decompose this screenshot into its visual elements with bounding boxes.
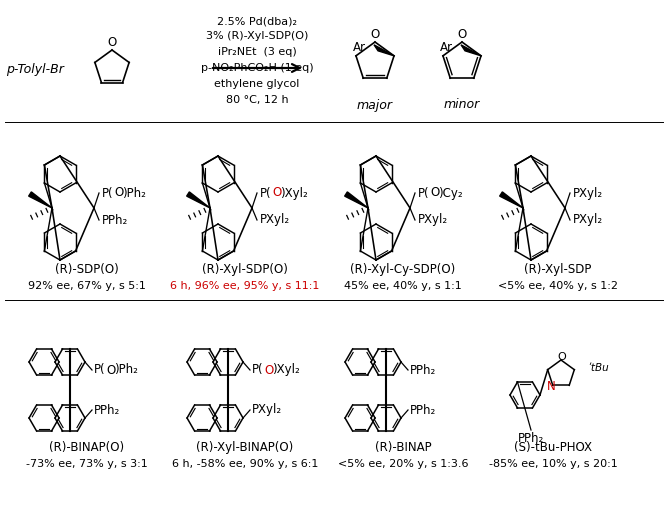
Text: P(: P( xyxy=(94,363,106,376)
Text: O: O xyxy=(558,352,566,362)
Text: PXyl₂: PXyl₂ xyxy=(573,213,603,227)
Text: O: O xyxy=(430,187,440,199)
Text: -73% ee, 73% y, s 3:1: -73% ee, 73% y, s 3:1 xyxy=(26,459,148,469)
Text: p-Tolyl-Br: p-Tolyl-Br xyxy=(6,64,64,77)
Text: N: N xyxy=(546,380,555,393)
Text: )Xyl₂: )Xyl₂ xyxy=(272,363,300,376)
Text: P(: P( xyxy=(260,187,272,199)
Text: Ar: Ar xyxy=(353,41,366,54)
Text: O: O xyxy=(108,36,117,49)
Text: PPh₂: PPh₂ xyxy=(94,403,120,416)
Text: Ar: Ar xyxy=(440,41,453,54)
Text: 2.5% Pd(dba)₂: 2.5% Pd(dba)₂ xyxy=(217,17,297,27)
Text: (R)-BINAP: (R)-BINAP xyxy=(375,442,432,454)
Text: 6 h, -58% ee, 90% y, s 6:1: 6 h, -58% ee, 90% y, s 6:1 xyxy=(172,459,318,469)
Text: <5% ee, 20% y, s 1:3.6: <5% ee, 20% y, s 1:3.6 xyxy=(338,459,468,469)
Polygon shape xyxy=(461,45,481,56)
Text: O: O xyxy=(272,187,281,199)
Text: (S)-tBu-PHOX: (S)-tBu-PHOX xyxy=(514,442,592,454)
Text: <5% ee, 40% y, s 1:2: <5% ee, 40% y, s 1:2 xyxy=(498,281,618,291)
Polygon shape xyxy=(500,192,523,208)
Text: O: O xyxy=(114,187,124,199)
Text: PPh₂: PPh₂ xyxy=(410,363,436,376)
Polygon shape xyxy=(374,45,394,56)
Polygon shape xyxy=(186,192,210,208)
Text: (R)-Xyl-BINAP(O): (R)-Xyl-BINAP(O) xyxy=(196,442,294,454)
Text: ethylene glycol: ethylene glycol xyxy=(214,79,300,89)
Text: 3% (R)-Xyl-SDP(O): 3% (R)-Xyl-SDP(O) xyxy=(206,31,308,41)
Text: (R)-Xyl-Cy-SDP(O): (R)-Xyl-Cy-SDP(O) xyxy=(351,264,456,277)
Text: P(: P( xyxy=(418,187,430,199)
Text: )Ph₂: )Ph₂ xyxy=(122,187,146,199)
Text: (R)-SDP(O): (R)-SDP(O) xyxy=(55,264,119,277)
Text: )Xyl₂: )Xyl₂ xyxy=(280,187,308,199)
Text: O: O xyxy=(264,363,273,376)
Text: O: O xyxy=(370,28,379,42)
Text: 80 °C, 12 h: 80 °C, 12 h xyxy=(226,95,289,105)
Text: 6 h, 96% ee, 95% y, s 11:1: 6 h, 96% ee, 95% y, s 11:1 xyxy=(170,281,320,291)
Text: iPr₂NEt  (3 eq): iPr₂NEt (3 eq) xyxy=(218,47,297,57)
Text: minor: minor xyxy=(444,99,480,112)
Text: )Ph₂: )Ph₂ xyxy=(114,363,138,376)
Text: (R)-BINAP(O): (R)-BINAP(O) xyxy=(49,442,124,454)
Text: )Cy₂: )Cy₂ xyxy=(438,187,463,199)
Text: PXyl₂: PXyl₂ xyxy=(260,213,290,227)
Text: PPh₂: PPh₂ xyxy=(518,431,544,445)
Text: 92% ee, 67% y, s 5:1: 92% ee, 67% y, s 5:1 xyxy=(28,281,146,291)
Text: PPh₂: PPh₂ xyxy=(410,403,436,416)
Text: PXyl₂: PXyl₂ xyxy=(418,213,448,227)
Text: p-NO₂PhCO₂H (1 eq): p-NO₂PhCO₂H (1 eq) xyxy=(200,63,313,73)
Text: P(: P( xyxy=(102,187,114,199)
Text: 45% ee, 40% y, s 1:1: 45% ee, 40% y, s 1:1 xyxy=(344,281,462,291)
Text: PPh₂: PPh₂ xyxy=(102,213,128,227)
Polygon shape xyxy=(29,192,52,208)
Text: (R)-Xyl-SDP(O): (R)-Xyl-SDP(O) xyxy=(202,264,288,277)
Text: P(: P( xyxy=(252,363,264,376)
Text: -85% ee, 10% y, s 20:1: -85% ee, 10% y, s 20:1 xyxy=(488,459,617,469)
Text: (R)-Xyl-SDP: (R)-Xyl-SDP xyxy=(524,264,592,277)
Text: ʹ⁠tBu: ʹ⁠tBu xyxy=(589,363,609,373)
Polygon shape xyxy=(345,192,368,208)
Text: PXyl₂: PXyl₂ xyxy=(252,403,282,416)
Text: O: O xyxy=(106,363,116,376)
Text: O: O xyxy=(458,28,467,42)
Text: major: major xyxy=(357,99,393,112)
Text: PXyl₂: PXyl₂ xyxy=(573,187,603,199)
